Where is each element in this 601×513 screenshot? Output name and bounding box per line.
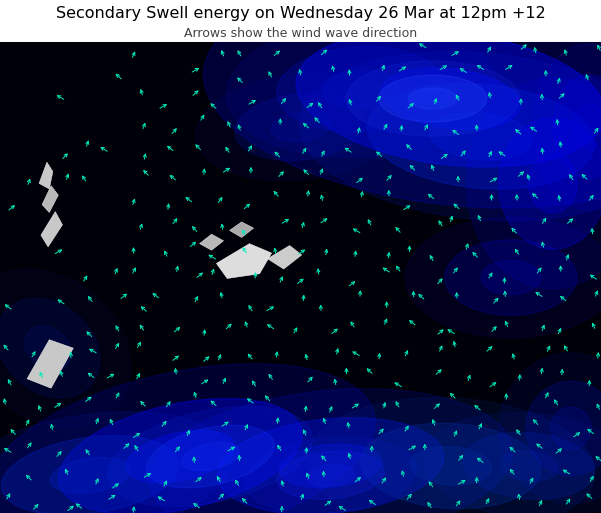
Ellipse shape xyxy=(553,75,601,179)
Ellipse shape xyxy=(1,436,179,513)
Ellipse shape xyxy=(381,68,520,129)
Ellipse shape xyxy=(551,407,591,449)
Ellipse shape xyxy=(481,261,540,294)
Ellipse shape xyxy=(361,423,541,508)
Ellipse shape xyxy=(279,444,382,488)
Ellipse shape xyxy=(405,217,601,338)
Text: Secondary Swell energy on Wednesday 26 Mar at 12pm +12: Secondary Swell energy on Wednesday 26 M… xyxy=(56,6,545,21)
Ellipse shape xyxy=(307,464,355,486)
Ellipse shape xyxy=(0,412,232,513)
Polygon shape xyxy=(42,186,58,212)
Polygon shape xyxy=(27,340,73,388)
Ellipse shape xyxy=(50,458,130,493)
Ellipse shape xyxy=(379,75,487,122)
Polygon shape xyxy=(200,234,224,250)
Ellipse shape xyxy=(149,389,512,513)
Ellipse shape xyxy=(235,93,366,161)
Ellipse shape xyxy=(408,88,457,109)
Ellipse shape xyxy=(531,44,601,210)
Ellipse shape xyxy=(346,61,519,136)
Polygon shape xyxy=(230,222,254,238)
Ellipse shape xyxy=(196,73,405,181)
Ellipse shape xyxy=(203,0,601,208)
Polygon shape xyxy=(216,244,272,279)
Ellipse shape xyxy=(58,399,302,513)
Ellipse shape xyxy=(430,112,532,160)
Ellipse shape xyxy=(0,299,100,398)
Ellipse shape xyxy=(271,112,330,142)
Text: Arrows show the wind wave direction: Arrows show the wind wave direction xyxy=(184,27,417,40)
Ellipse shape xyxy=(410,447,491,485)
Ellipse shape xyxy=(529,154,578,213)
Ellipse shape xyxy=(147,425,274,488)
Ellipse shape xyxy=(307,398,594,513)
Ellipse shape xyxy=(226,21,495,157)
Ellipse shape xyxy=(499,117,601,249)
Ellipse shape xyxy=(573,104,601,150)
Polygon shape xyxy=(41,211,63,247)
Ellipse shape xyxy=(424,412,601,513)
Ellipse shape xyxy=(277,451,384,499)
Ellipse shape xyxy=(0,269,131,427)
Ellipse shape xyxy=(526,381,601,476)
Ellipse shape xyxy=(367,84,594,189)
Ellipse shape xyxy=(323,70,398,108)
Ellipse shape xyxy=(25,326,72,370)
Ellipse shape xyxy=(445,240,577,315)
Ellipse shape xyxy=(108,406,313,506)
Ellipse shape xyxy=(0,364,375,513)
Ellipse shape xyxy=(276,47,445,132)
Ellipse shape xyxy=(217,418,444,513)
Ellipse shape xyxy=(499,451,558,481)
Ellipse shape xyxy=(463,432,594,499)
Ellipse shape xyxy=(299,52,601,221)
Ellipse shape xyxy=(245,437,416,513)
Ellipse shape xyxy=(182,442,239,470)
Ellipse shape xyxy=(466,78,601,289)
Ellipse shape xyxy=(126,430,235,483)
Ellipse shape xyxy=(296,30,601,167)
Ellipse shape xyxy=(499,353,601,504)
Polygon shape xyxy=(267,246,302,269)
Polygon shape xyxy=(39,162,53,189)
